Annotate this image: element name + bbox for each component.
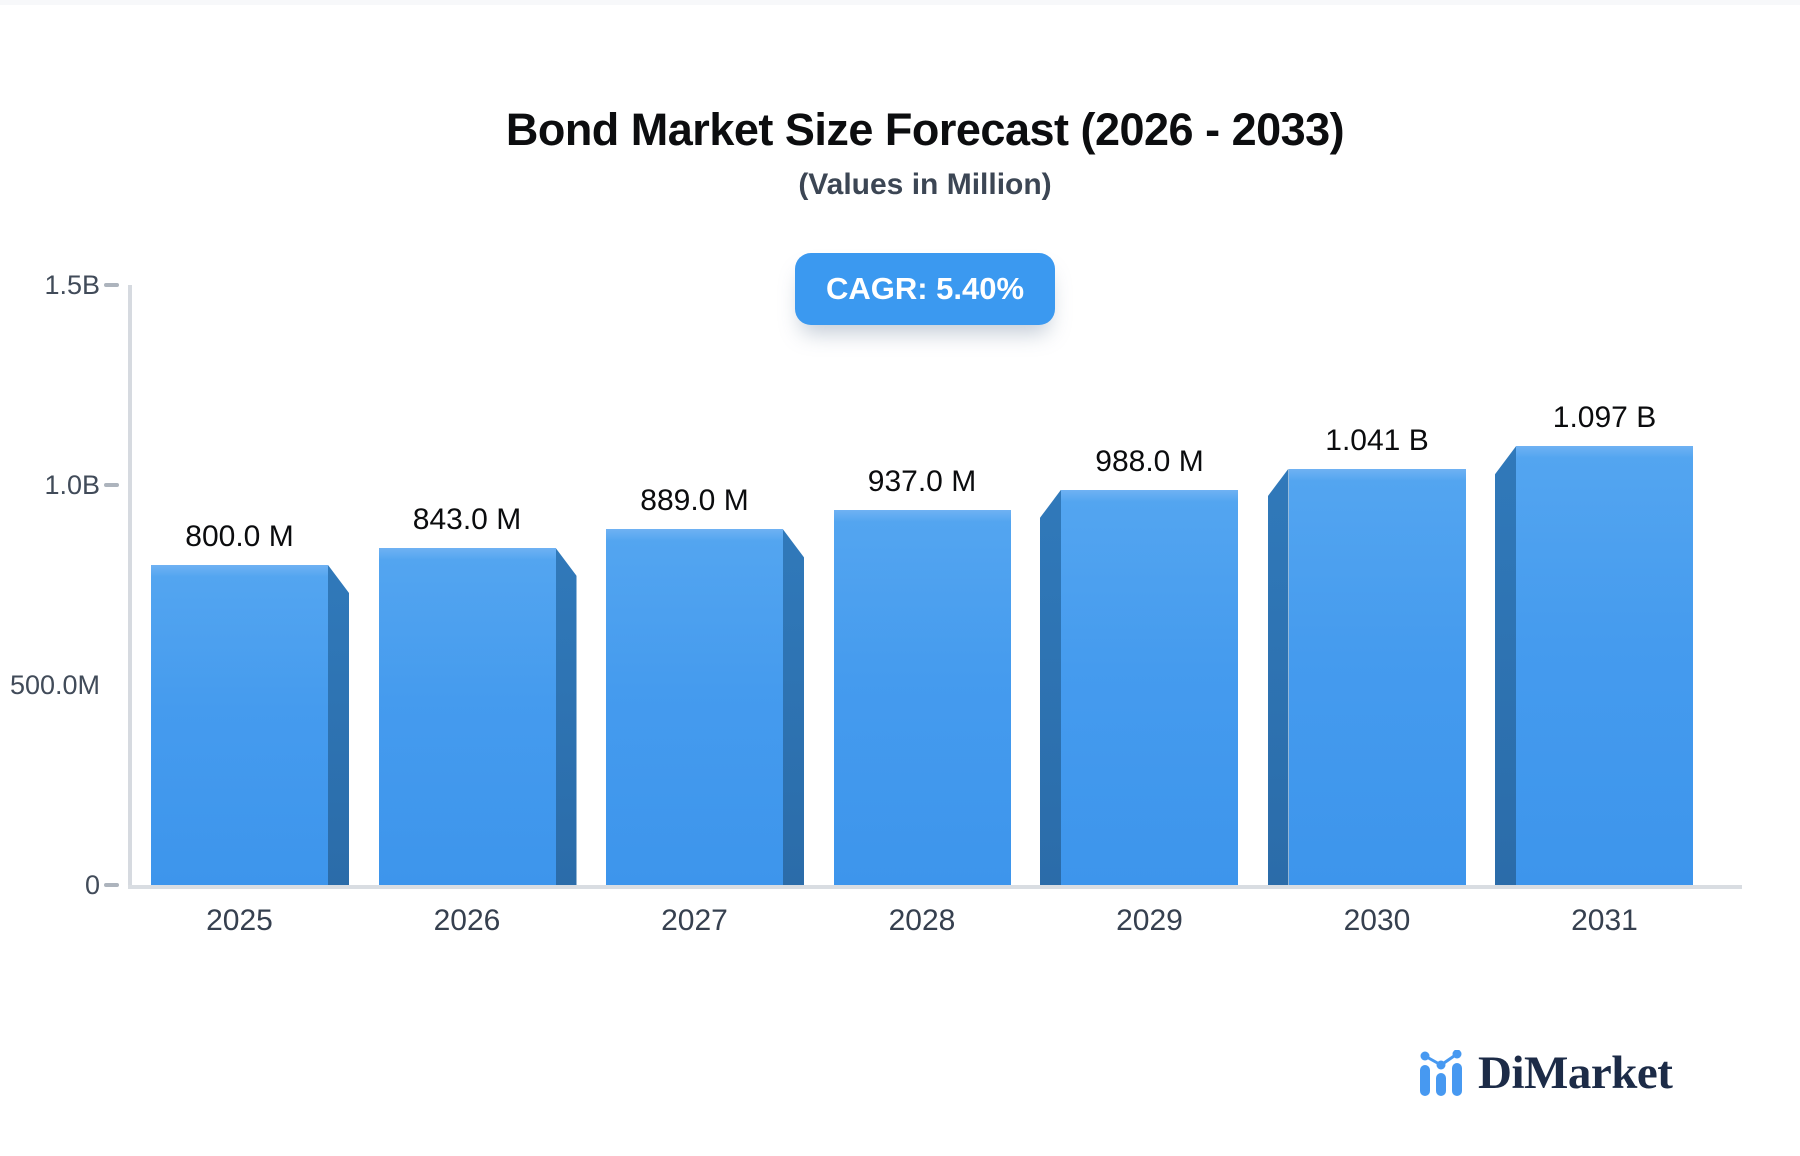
- bar-2030[interactable]: [1288, 468, 1466, 885]
- x-label-2031: 2031: [1571, 904, 1638, 937]
- x-label-2029: 2029: [1116, 904, 1183, 937]
- cagr-badge-wrap: CAGR: 5.40%: [50, 253, 1800, 325]
- mini-bar-line-chart-icon: [1420, 1050, 1462, 1096]
- bar-side-2029: [1040, 489, 1061, 885]
- y-tick-dash: [104, 283, 119, 287]
- x-axis-line: [128, 885, 1742, 889]
- value-label-2026: 843.0 M: [412, 502, 522, 536]
- bar-2028[interactable]: [833, 510, 1011, 885]
- y-tick-label-1.0B: 1.0B: [44, 470, 100, 500]
- dimarket-logo-text: DiMarket: [1478, 1047, 1673, 1099]
- y-axis-line: [128, 285, 132, 889]
- page-top-strip: [0, 0, 1800, 5]
- bar-side-2026: [555, 547, 577, 885]
- value-label-2025: 800.0 M: [185, 520, 294, 553]
- bar-2027[interactable]: [606, 529, 783, 885]
- y-tick-dash: [104, 483, 119, 487]
- value-label-2028: 937.0 M: [867, 465, 977, 499]
- y-tick-label-500.0M: 500.0M: [9, 670, 100, 700]
- y-tick-label-1.5B: 1.5B: [44, 270, 100, 300]
- bar-2025[interactable]: [151, 565, 328, 885]
- y-tick-label-0: 0: [84, 870, 100, 900]
- bar-2031[interactable]: [1516, 446, 1693, 885]
- bar-side-2025: [328, 565, 349, 885]
- bar-side-2027: [783, 529, 804, 885]
- dimarket-logo: DiMarket: [1418, 1038, 1758, 1108]
- x-label-2030: 2030: [1343, 904, 1411, 937]
- value-label-2027: 889.0 M: [640, 484, 749, 518]
- bar-side-2030: [1267, 468, 1289, 885]
- bar-2026[interactable]: [378, 547, 556, 885]
- x-label-2025: 2025: [206, 904, 273, 937]
- y-tick-dash: [104, 883, 119, 887]
- chart-subtitle: (Values in Million): [798, 168, 1052, 201]
- x-label-2026: 2026: [433, 904, 501, 937]
- value-label-2029: 988.0 M: [1095, 444, 1204, 478]
- x-label-2027: 2027: [661, 904, 728, 937]
- chart-title: Bond Market Size Forecast (2026 - 2033): [505, 104, 1345, 155]
- value-label-2030: 1.041 B: [1325, 423, 1429, 457]
- bar-2029[interactable]: [1061, 489, 1238, 885]
- x-label-2028: 2028: [888, 904, 956, 937]
- bar-side-2031: [1495, 446, 1516, 885]
- cagr-badge: CAGR: 5.40%: [794, 253, 1056, 325]
- value-label-2031: 1.097 B: [1552, 401, 1657, 435]
